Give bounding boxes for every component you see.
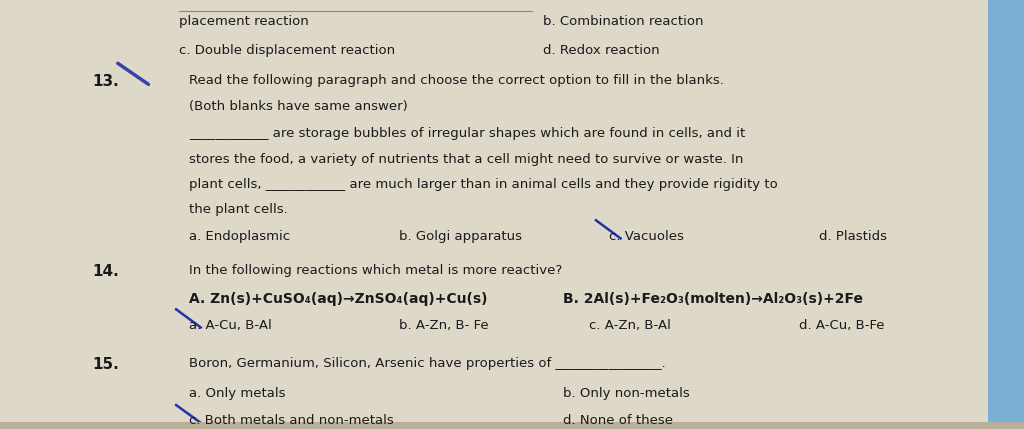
Text: c. Double displacement reaction: c. Double displacement reaction	[179, 44, 395, 57]
Text: plant cells, ____________ are much larger than in animal cells and they provide : plant cells, ____________ are much large…	[189, 178, 778, 191]
Text: 13.: 13.	[92, 74, 119, 89]
Text: c. A-Zn, B-Al: c. A-Zn, B-Al	[589, 319, 671, 332]
Text: Boron, Germanium, Silicon, Arsenic have properties of ________________.: Boron, Germanium, Silicon, Arsenic have …	[189, 356, 666, 369]
Text: a. Endoplasmic: a. Endoplasmic	[189, 230, 291, 243]
Text: d. Plastids: d. Plastids	[819, 230, 887, 243]
Bar	[988, 0, 1024, 422]
Text: b. A-Zn, B- Fe: b. A-Zn, B- Fe	[399, 319, 489, 332]
Text: B. 2Al(s)+Fe₂O₃(molten)→Al₂O₃(s)+2Fe: B. 2Al(s)+Fe₂O₃(molten)→Al₂O₃(s)+2Fe	[563, 292, 863, 306]
Text: d. None of these: d. None of these	[563, 414, 673, 427]
Text: b. Combination reaction: b. Combination reaction	[543, 15, 703, 28]
Text: d. A-Cu, B-Fe: d. A-Cu, B-Fe	[799, 319, 884, 332]
Text: a. Only metals: a. Only metals	[189, 387, 286, 400]
Text: the plant cells.: the plant cells.	[189, 203, 288, 216]
Text: Read the following paragraph and choose the correct option to fill in the blanks: Read the following paragraph and choose …	[189, 74, 724, 87]
Text: c. Both metals and non-metals: c. Both metals and non-metals	[189, 414, 394, 427]
Text: 14.: 14.	[92, 264, 119, 279]
Text: c. Vacuoles: c. Vacuoles	[609, 230, 684, 243]
Text: In the following reactions which metal is more reactive?: In the following reactions which metal i…	[189, 264, 563, 277]
Text: a. A-Cu, B-Al: a. A-Cu, B-Al	[189, 319, 272, 332]
Text: ____________ are storage bubbles of irregular shapes which are found in cells, a: ____________ are storage bubbles of irre…	[189, 127, 745, 140]
Text: d. Redox reaction: d. Redox reaction	[543, 44, 659, 57]
Text: placement reaction: placement reaction	[179, 15, 309, 28]
Text: 15.: 15.	[92, 356, 119, 372]
Text: stores the food, a variety of nutrients that a cell might need to survive or was: stores the food, a variety of nutrients …	[189, 153, 743, 166]
Text: b. Golgi apparatus: b. Golgi apparatus	[399, 230, 522, 243]
Text: (Both blanks have same answer): (Both blanks have same answer)	[189, 100, 409, 113]
Text: b. Only non-metals: b. Only non-metals	[563, 387, 690, 400]
Text: A. Zn(s)+CuSO₄(aq)→ZnSO₄(aq)+Cu(s): A. Zn(s)+CuSO₄(aq)→ZnSO₄(aq)+Cu(s)	[189, 292, 488, 306]
